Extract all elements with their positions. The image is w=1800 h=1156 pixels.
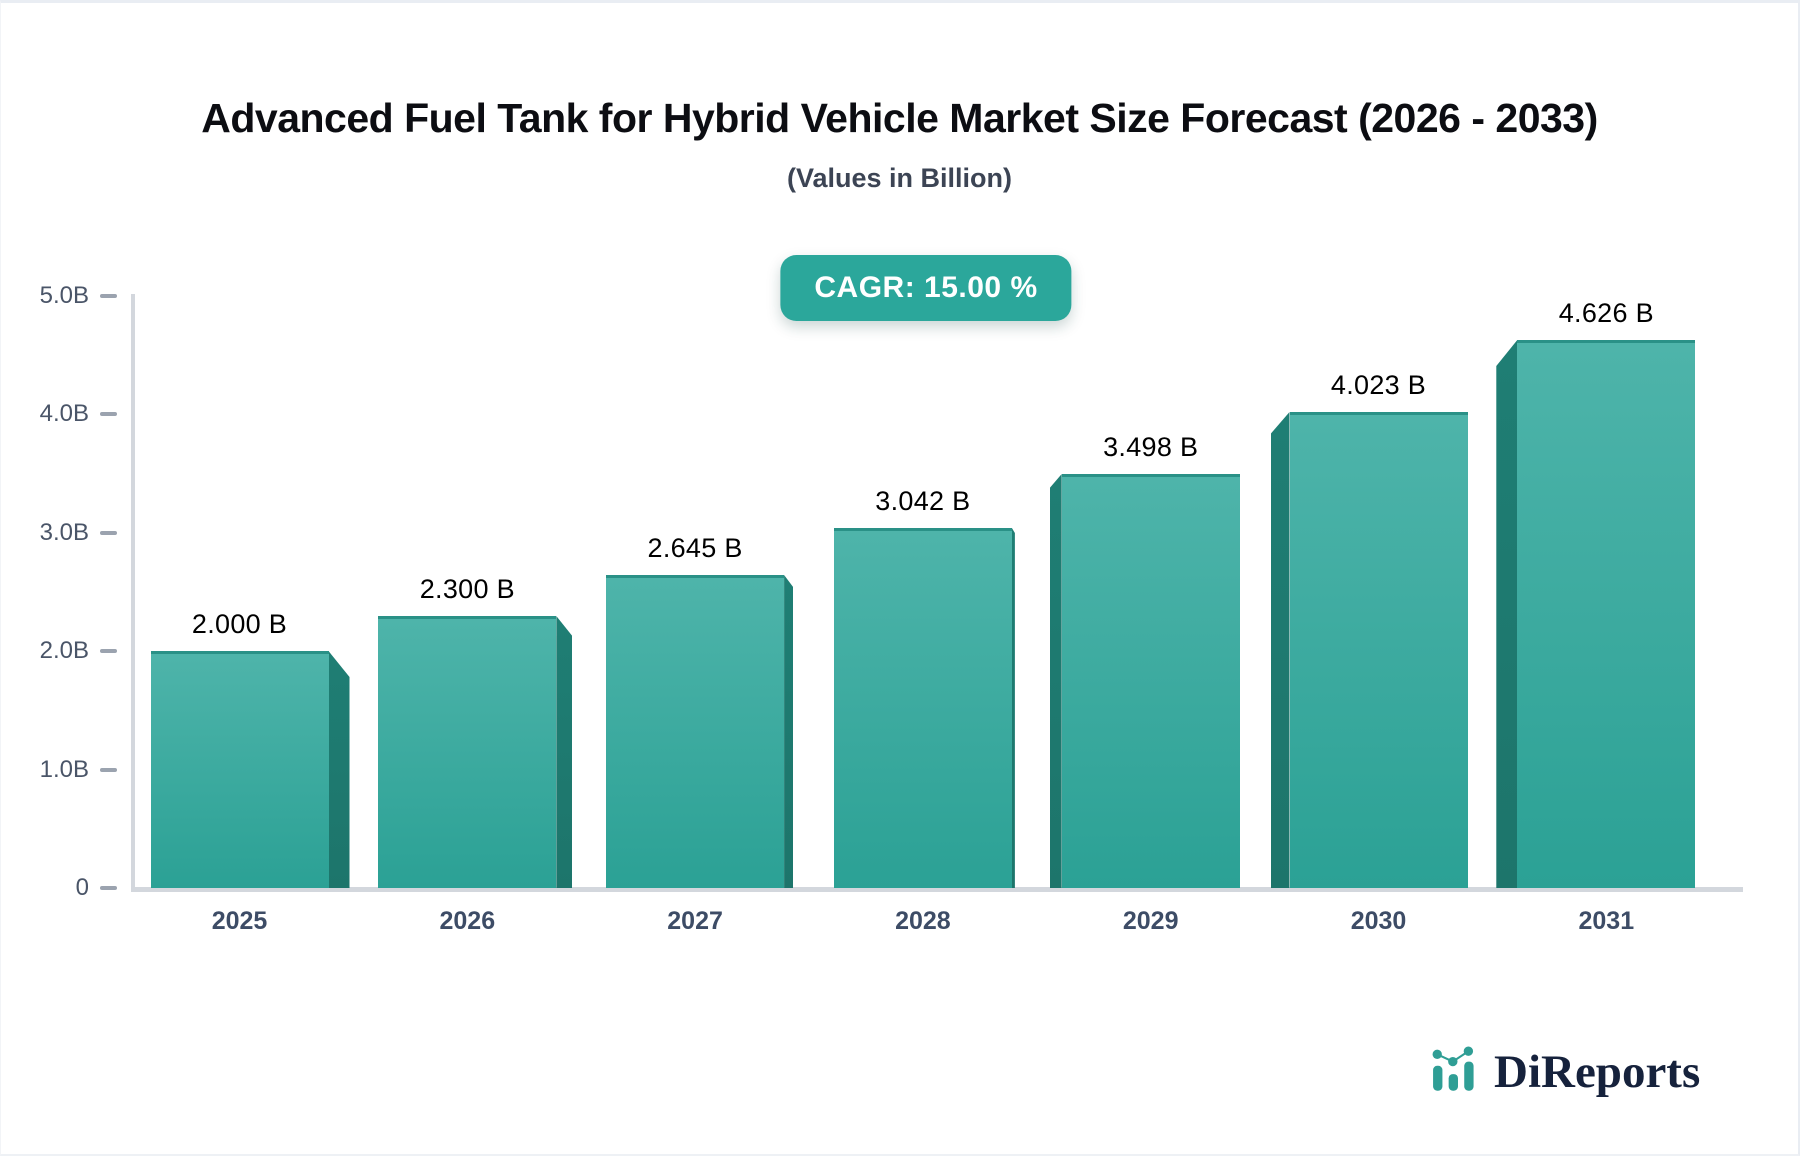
bar-2026[interactable] [378, 616, 557, 888]
chart-title: Advanced Fuel Tank for Hybrid Vehicle Ma… [201, 95, 1598, 141]
x-axis-label-2027: 2027 [667, 907, 723, 935]
bar-value-label: 4.626 B [1558, 298, 1654, 328]
mini-bar-line-chart-icon [1432, 1046, 1474, 1091]
x-axis-label-2026: 2026 [439, 907, 496, 935]
bar-side-face [1496, 340, 1518, 888]
y-tick-mark [100, 886, 117, 890]
y-tick-label: 5.0B [39, 282, 89, 309]
bar-side-face [784, 575, 794, 888]
x-axis-label-2029: 2029 [1122, 907, 1179, 935]
bar-side-face [1270, 412, 1290, 888]
bar-value-label: 3.042 B [875, 486, 971, 516]
y-tick-mark [100, 649, 117, 654]
bar-side-face [1011, 528, 1015, 888]
bar-value-label: 2.300 B [419, 574, 515, 604]
bar-value-label: 3.498 B [1103, 432, 1199, 462]
y-tick-label: 2.0B [39, 637, 89, 665]
x-axis-label-2028: 2028 [895, 907, 951, 935]
x-axis-label-2030: 2030 [1350, 907, 1407, 935]
y-tick-label: 4.0B [39, 400, 89, 428]
bar-2025[interactable] [150, 651, 329, 888]
bar-2031[interactable] [1517, 340, 1696, 888]
bar-2028[interactable] [833, 528, 1012, 888]
y-tick-label: 0 [75, 874, 89, 901]
y-tick-label: 1.0B [39, 755, 89, 783]
bar-value-label: 4.023 B [1330, 370, 1427, 400]
bar-2029[interactable] [1061, 474, 1240, 888]
x-axis-line [131, 887, 1743, 892]
x-axis-label-2031: 2031 [1578, 907, 1635, 935]
y-tick-label: 3.0B [39, 518, 89, 546]
y-tick-mark [100, 412, 117, 417]
y-axis-line [131, 294, 135, 889]
bar-value-label: 2.000 B [191, 609, 288, 639]
bar-side-face [328, 651, 350, 888]
y-tick-mark [100, 530, 117, 535]
cagr-badge: CAGR: 15.00 % [780, 255, 1072, 321]
chart-subtitle: (Values in Billion) [786, 163, 1013, 193]
direports-logo-text: DiReports [1494, 1045, 1701, 1098]
bar-2030[interactable] [1289, 412, 1468, 888]
bar-2027[interactable] [606, 575, 785, 888]
bar-side-face [556, 616, 573, 888]
bar-value-label: 2.645 B [647, 533, 743, 563]
cagr-badge-label: CAGR: 15.00 % [814, 271, 1038, 304]
x-axis-label-2025: 2025 [211, 907, 268, 935]
y-tick-mark [100, 294, 117, 298]
direports-logo: DiReports [1431, 1041, 1700, 1103]
y-tick-mark [100, 767, 117, 772]
bar-side-face [1049, 474, 1062, 888]
